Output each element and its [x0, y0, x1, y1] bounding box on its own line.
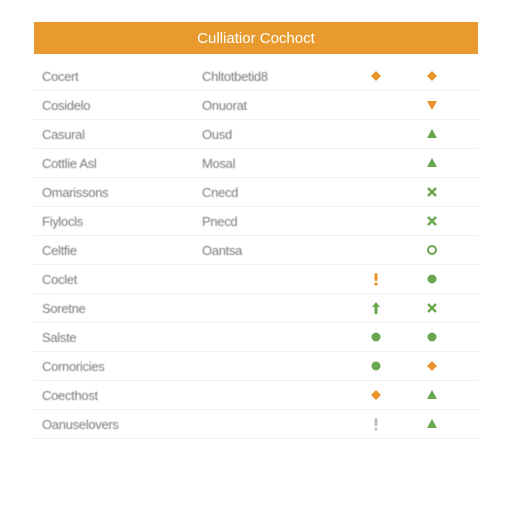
- status-icon-1: [362, 330, 390, 344]
- data-table: CocertChltotbetid8CosideloOnuoratCasural…: [34, 62, 478, 439]
- table-row: Cornoricies: [34, 352, 478, 381]
- status-icon-2: [412, 301, 452, 315]
- status-icon-1: [362, 127, 390, 141]
- row-label-1: Casural: [34, 127, 202, 142]
- row-label-2: Oantsa: [202, 243, 362, 258]
- status-icon-2: [412, 98, 452, 112]
- circle-green-icon: [425, 330, 439, 344]
- table-row: CocertChltotbetid8: [34, 62, 478, 91]
- empty-icon: [369, 185, 383, 199]
- row-label-1: Fiylocls: [34, 214, 202, 229]
- empty-icon: [369, 98, 383, 112]
- circle-green-icon: [369, 359, 383, 373]
- row-label-1: Coecthost: [34, 388, 202, 403]
- table-row: Coclet: [34, 265, 478, 294]
- table-row: CosideloOnuorat: [34, 91, 478, 120]
- table-row: OmarissonsCnecd: [34, 178, 478, 207]
- table-row: Oanuselovers: [34, 410, 478, 439]
- table-row: FiyloclsPnecd: [34, 207, 478, 236]
- table-row: Salste: [34, 323, 478, 352]
- table-row: Cottlie AslMosal: [34, 149, 478, 178]
- row-label-1: Cornoricies: [34, 359, 202, 374]
- triangle-up-green-icon: [425, 388, 439, 402]
- header-bar: Culliatior Cochoct: [34, 22, 478, 54]
- row-label-2: Mosal: [202, 156, 362, 171]
- status-icon-1: [362, 98, 390, 112]
- diamond-orange-icon: [425, 69, 439, 83]
- empty-icon: [369, 127, 383, 141]
- status-icon-1: [362, 417, 390, 431]
- table-row: Coecthost: [34, 381, 478, 410]
- cross-green-icon: [425, 214, 439, 228]
- triangle-up-green-icon: [425, 127, 439, 141]
- status-icon-2: [412, 214, 452, 228]
- empty-icon: [369, 214, 383, 228]
- status-icon-2: [412, 156, 452, 170]
- status-icon-1: [362, 301, 390, 315]
- table-row: CeltfieOantsa: [34, 236, 478, 265]
- status-icon-1: [362, 272, 390, 286]
- triangle-up-green-icon: [425, 417, 439, 431]
- row-label-2: Chltotbetid8: [202, 69, 362, 84]
- row-label-2: Ousd: [202, 127, 362, 142]
- row-label-1: Oanuselovers: [34, 417, 202, 432]
- status-icon-2: [412, 388, 452, 402]
- status-icon-2: [412, 272, 452, 286]
- row-label-1: Cottlie Asl: [34, 156, 202, 171]
- row-label-1: Soretne: [34, 301, 202, 316]
- triangle-up-green-icon: [425, 156, 439, 170]
- row-label-1: Cocert: [34, 69, 202, 84]
- status-icon-1: [362, 156, 390, 170]
- status-icon-1: [362, 69, 390, 83]
- status-icon-1: [362, 214, 390, 228]
- circle-green-outline-icon: [425, 243, 439, 257]
- diamond-orange-icon: [425, 359, 439, 373]
- status-icon-1: [362, 388, 390, 402]
- status-icon-1: [362, 185, 390, 199]
- status-icon-2: [412, 359, 452, 373]
- row-label-2: Cnecd: [202, 185, 362, 200]
- status-icon-2: [412, 127, 452, 141]
- status-icon-2: [412, 69, 452, 83]
- circle-green-icon: [369, 330, 383, 344]
- row-label-2: Onuorat: [202, 98, 362, 113]
- status-icon-2: [412, 243, 452, 257]
- row-label-1: Cosidelo: [34, 98, 202, 113]
- status-icon-2: [412, 417, 452, 431]
- exclaim-orange-icon: [369, 272, 383, 286]
- status-icon-2: [412, 330, 452, 344]
- table-row: Soretne: [34, 294, 478, 323]
- exclaim-gray-icon: [369, 417, 383, 431]
- triangle-down-orange-icon: [425, 98, 439, 112]
- empty-icon: [369, 243, 383, 257]
- circle-green-icon: [425, 272, 439, 286]
- row-label-1: Omarissons: [34, 185, 202, 200]
- status-icon-2: [412, 185, 452, 199]
- diamond-orange-icon: [369, 388, 383, 402]
- header-title: Culliatior Cochoct: [197, 30, 315, 47]
- row-label-2: Pnecd: [202, 214, 362, 229]
- status-icon-1: [362, 359, 390, 373]
- cross-green-icon: [425, 301, 439, 315]
- row-label-1: Celtfie: [34, 243, 202, 258]
- cross-green-icon: [425, 185, 439, 199]
- row-label-1: Coclet: [34, 272, 202, 287]
- status-icon-1: [362, 243, 390, 257]
- diamond-orange-icon: [369, 69, 383, 83]
- row-label-1: Salste: [34, 330, 202, 345]
- table-row: CasuralOusd: [34, 120, 478, 149]
- arrow-up-green-icon: [369, 301, 383, 315]
- empty-icon: [369, 156, 383, 170]
